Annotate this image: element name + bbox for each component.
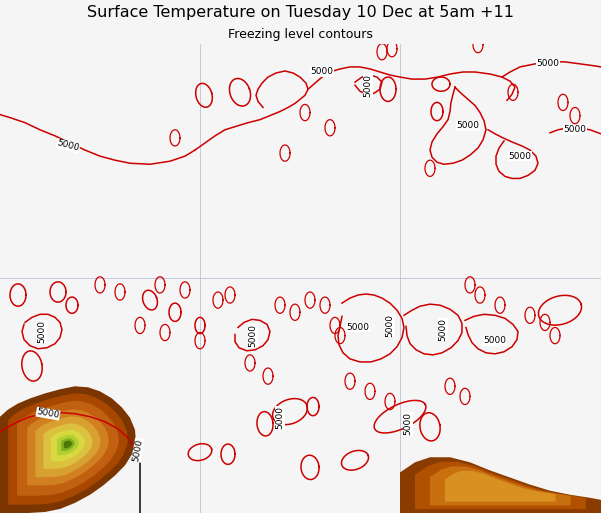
Text: 5000: 5000 (483, 336, 507, 345)
Text: 5000: 5000 (403, 412, 412, 436)
Text: 5000: 5000 (56, 139, 81, 153)
Polygon shape (415, 462, 586, 509)
Polygon shape (430, 466, 571, 505)
Polygon shape (43, 423, 93, 469)
Polygon shape (445, 471, 555, 502)
Polygon shape (61, 438, 75, 451)
Polygon shape (17, 401, 119, 496)
Text: 5000: 5000 (132, 438, 144, 462)
Text: Freezing level contours: Freezing level contours (228, 28, 373, 42)
Text: 5000: 5000 (564, 125, 587, 134)
Text: 5000: 5000 (311, 68, 334, 76)
Polygon shape (0, 386, 136, 513)
Text: Surface Temperature on Tuesday 10 Dec at 5am +11: Surface Temperature on Tuesday 10 Dec at… (87, 5, 514, 19)
Text: 5000: 5000 (385, 314, 394, 337)
Polygon shape (27, 409, 109, 485)
Text: 5000: 5000 (364, 74, 373, 96)
Text: 5000: 5000 (457, 121, 480, 130)
Text: 5000: 5000 (537, 60, 560, 68)
Polygon shape (400, 457, 601, 513)
Text: 5000: 5000 (37, 320, 46, 343)
Polygon shape (57, 435, 79, 455)
Text: 5000: 5000 (439, 318, 448, 341)
Text: 5000: 5000 (36, 407, 60, 420)
Polygon shape (51, 429, 85, 461)
Text: 5000: 5000 (347, 323, 370, 332)
Polygon shape (35, 417, 100, 477)
Polygon shape (8, 393, 128, 505)
Text: 5000: 5000 (275, 406, 284, 429)
Text: 5000: 5000 (248, 324, 257, 347)
Text: 5000: 5000 (508, 152, 531, 161)
Polygon shape (64, 441, 72, 448)
